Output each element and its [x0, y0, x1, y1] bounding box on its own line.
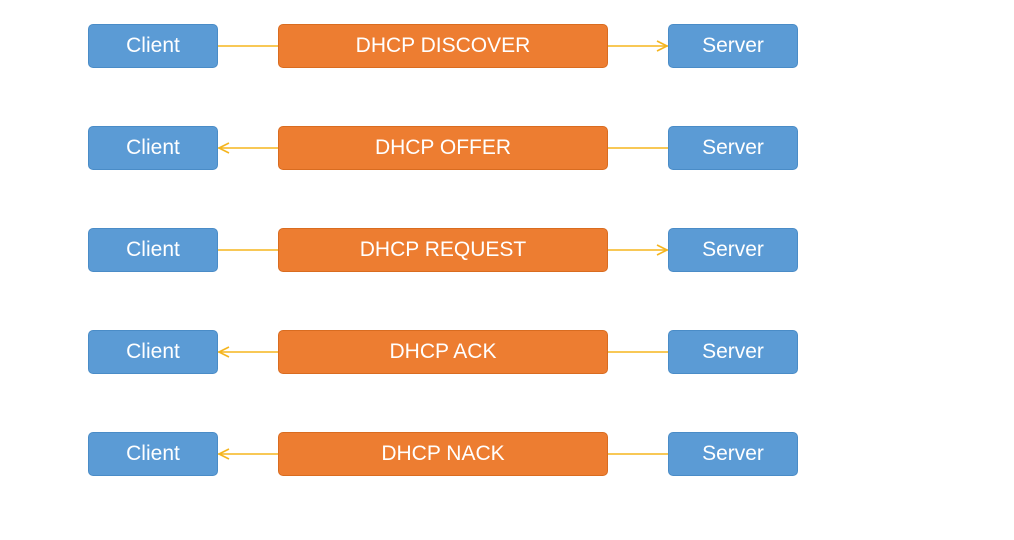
client-node: Client — [88, 432, 218, 476]
arrow-left-icon — [218, 330, 278, 374]
client-node: Client — [88, 24, 218, 68]
arrow-line-icon — [218, 228, 278, 272]
message-node: DHCP ACK — [278, 330, 608, 374]
arrow-line-icon — [608, 432, 668, 476]
flow-row: Client DHCP DISCOVER Server — [88, 24, 1014, 68]
message-node: DHCP DISCOVER — [278, 24, 608, 68]
flow-row: Client DHCP NACK Server — [88, 432, 1014, 476]
arrow-right-icon — [608, 24, 668, 68]
flow-row: Client DHCP OFFER Server — [88, 126, 1014, 170]
client-node: Client — [88, 330, 218, 374]
client-node: Client — [88, 228, 218, 272]
dhcp-flow-diagram: Client DHCP DISCOVER Server Client DHCP OFFE… — [0, 24, 1014, 476]
server-node: Server — [668, 228, 798, 272]
message-node: DHCP REQUEST — [278, 228, 608, 272]
flow-row: Client DHCP ACK Server — [88, 330, 1014, 374]
server-node: Server — [668, 126, 798, 170]
message-node: DHCP NACK — [278, 432, 608, 476]
server-node: Server — [668, 432, 798, 476]
server-node: Server — [668, 330, 798, 374]
arrow-line-icon — [608, 330, 668, 374]
arrow-line-icon — [608, 126, 668, 170]
arrow-left-icon — [218, 126, 278, 170]
client-node: Client — [88, 126, 218, 170]
arrow-left-icon — [218, 432, 278, 476]
flow-row: Client DHCP REQUEST Server — [88, 228, 1014, 272]
arrow-right-icon — [608, 228, 668, 272]
arrow-line-icon — [218, 24, 278, 68]
server-node: Server — [668, 24, 798, 68]
message-node: DHCP OFFER — [278, 126, 608, 170]
